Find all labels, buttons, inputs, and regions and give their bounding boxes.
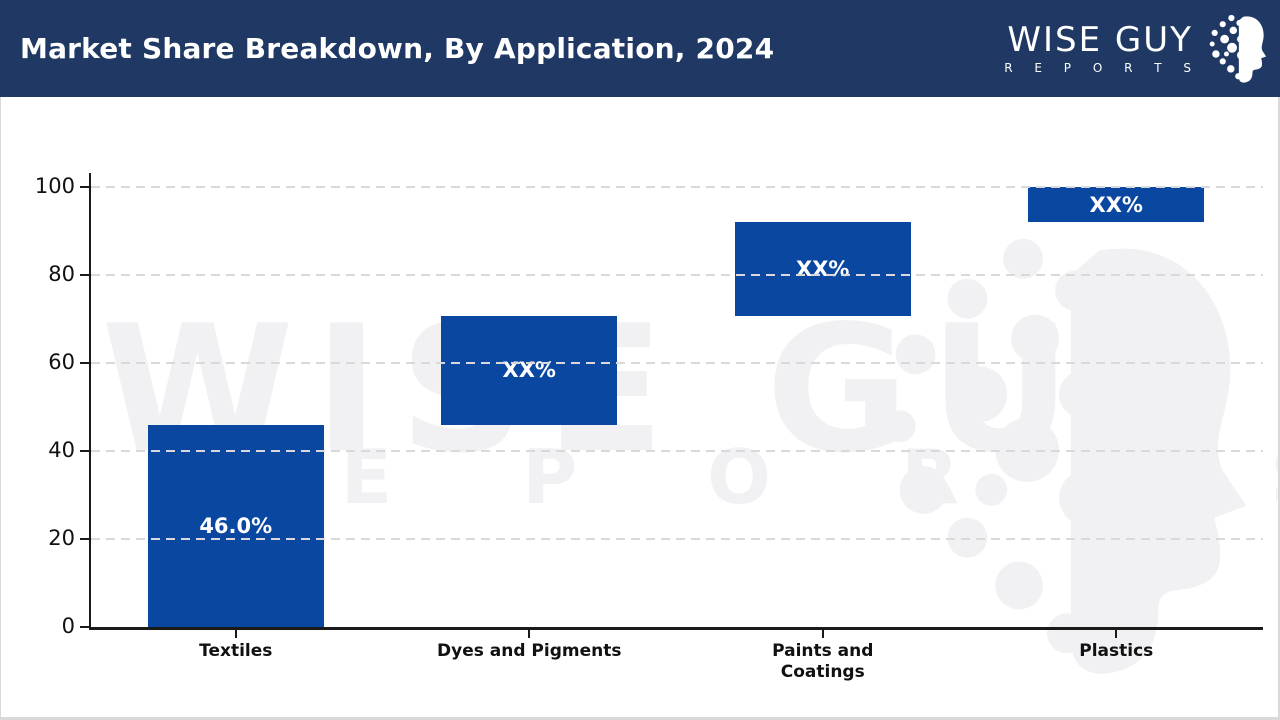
bar-value-label: XX% [1089, 192, 1143, 217]
bar-plastics: XX% [1028, 187, 1205, 223]
y-tick-label-80: 80 [48, 262, 75, 286]
brand-name: WISE GUY [1007, 19, 1193, 60]
category-label-textiles: Textiles [199, 641, 273, 661]
watermark-face-icon [883, 238, 1247, 674]
y-tick-100 [80, 186, 89, 188]
y-tick-40 [80, 450, 89, 452]
bar-paints-and-coatings: XX% [734, 222, 911, 317]
y-tick-label-100: 100 [34, 174, 75, 198]
bar-value-label: 46.0% [199, 513, 273, 538]
header-bar: Market Share Breakdown, By Application, … [0, 0, 1280, 97]
bar-value-label: XX% [796, 257, 850, 282]
y-tick-80 [80, 274, 89, 276]
bar-textiles: 46.0% [147, 424, 324, 627]
y-tick-label-0: 0 [61, 614, 75, 638]
gridline-60 [91, 362, 1263, 364]
x-tick-paints-and-coatings [821, 630, 824, 638]
chart-canvas: WISE GUY R E P O R T S 0 20 40 60 80 100 46.0%… [0, 97, 1280, 720]
bar-dyes-and-pigments: XX% [441, 316, 618, 425]
y-tick-20 [80, 538, 89, 540]
y-tick-label-60: 60 [48, 350, 75, 374]
brand-logo-text: WISE GUY R E P O R T S [1000, 23, 1200, 75]
y-axis-line [89, 173, 91, 630]
y-tick-0 [80, 626, 89, 628]
category-label-dyes-and-pigments: Dyes and Pigments [437, 641, 622, 661]
x-axis-line [89, 627, 1263, 630]
y-tick-label-40: 40 [48, 438, 75, 462]
x-tick-textiles [234, 630, 237, 638]
x-tick-dyes-and-pigments [528, 630, 531, 638]
x-tick-plastics [1115, 630, 1118, 638]
face-profile-icon [1209, 14, 1267, 83]
y-tick-60 [80, 362, 89, 364]
category-label-plastics: Plastics [1079, 641, 1154, 661]
gridline-40 [91, 450, 1263, 452]
page-title: Market Share Breakdown, By Application, … [20, 32, 775, 65]
brand-subname: R E P O R T S [1004, 60, 1200, 75]
gridline-80 [91, 274, 1263, 276]
gridline-100 [91, 186, 1263, 188]
gridline-20 [91, 538, 1263, 540]
brand-logo: WISE GUY R E P O R T S [1000, 11, 1270, 87]
plot-area: 0 20 40 60 80 100 46.0% Textiles XX% Dyes and Pig… [35, 173, 1263, 682]
y-tick-label-20: 20 [48, 526, 75, 550]
category-label-paints-and-coatings: Paints and Coatings [772, 641, 874, 683]
